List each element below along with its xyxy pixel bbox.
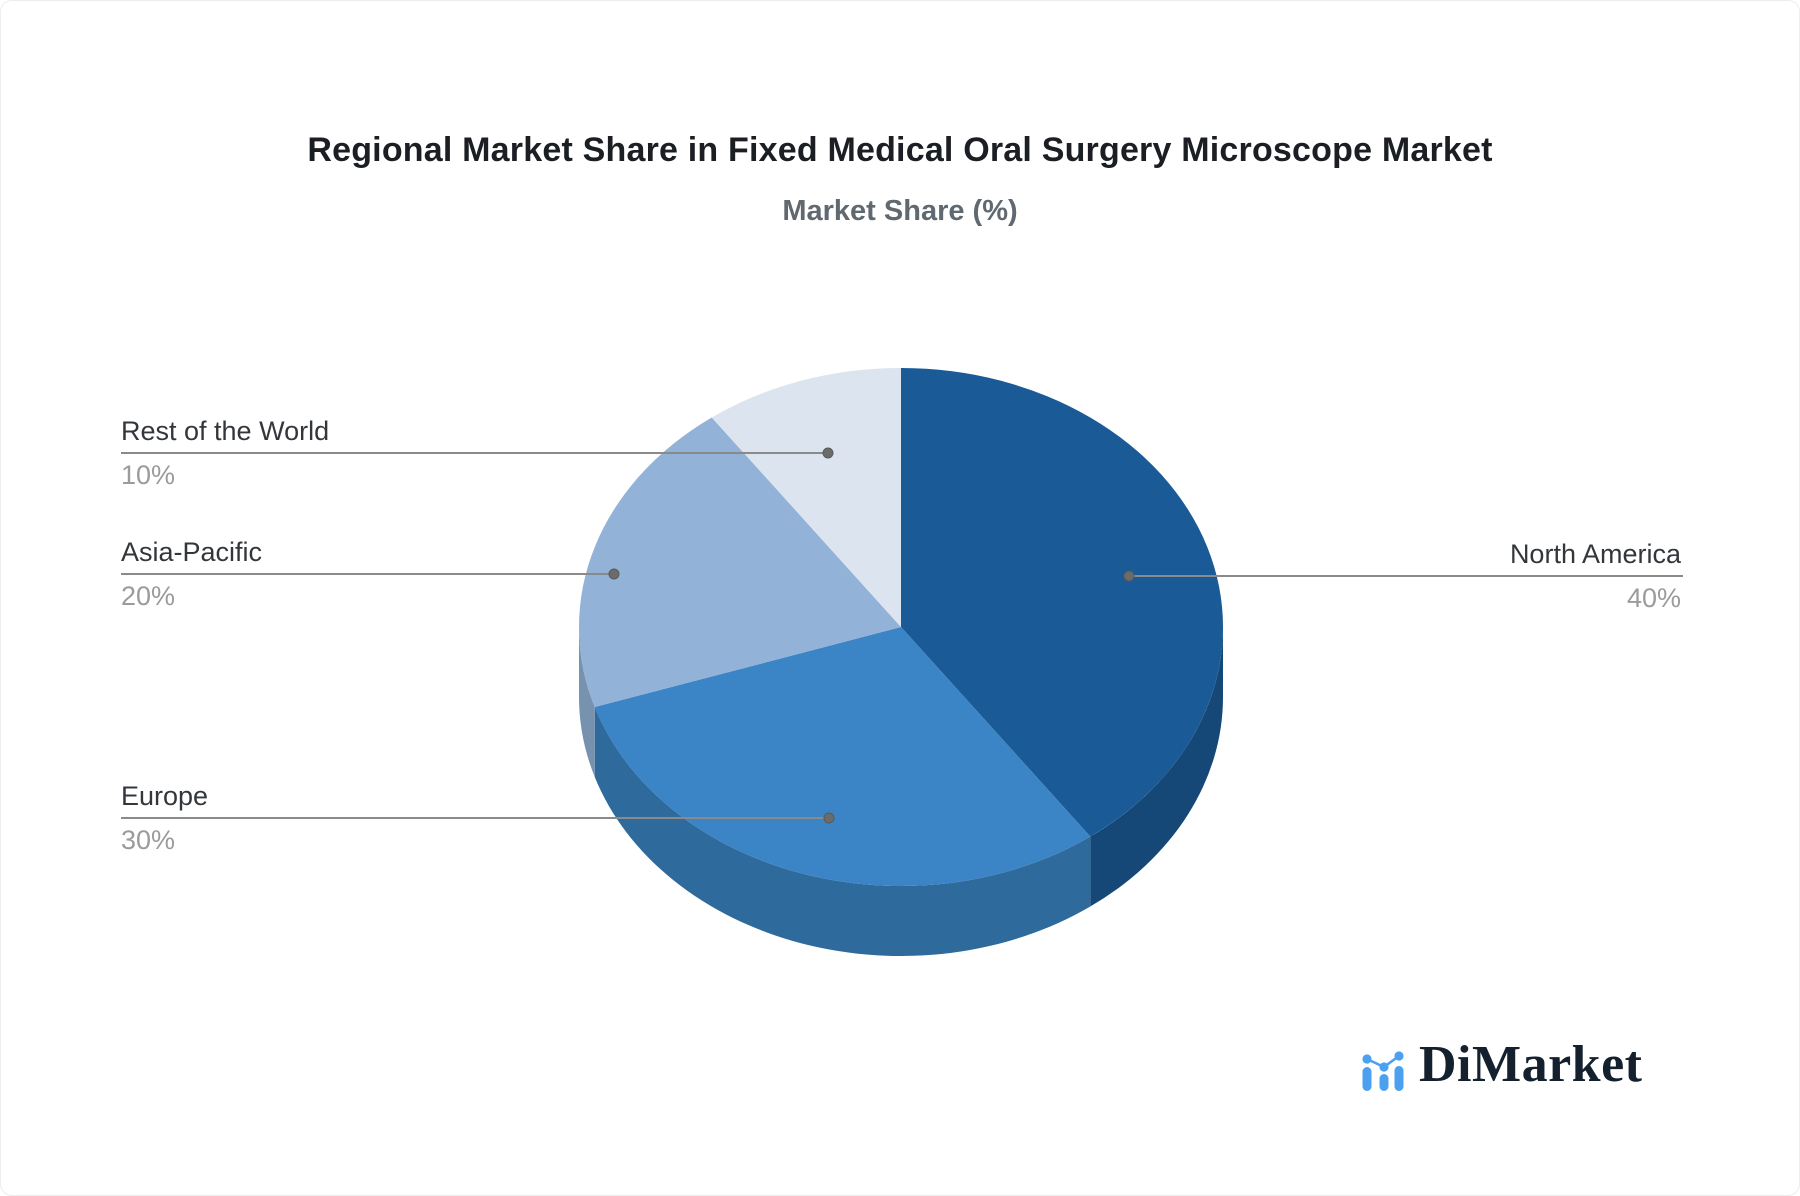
slice-label-asia-pacific: Asia-Pacific 20% bbox=[121, 535, 262, 613]
pie-slice-side-europe[interactable] bbox=[594, 707, 1091, 957]
slice-percent: 40% bbox=[1626, 583, 1681, 613]
leader-dot-rest-of-the-world bbox=[822, 447, 834, 459]
leader-dot-europe bbox=[823, 812, 835, 824]
pie-slice-side-asia-pacific[interactable] bbox=[579, 627, 595, 778]
dimarket-logo: DiMarket bbox=[1361, 1039, 1642, 1091]
bar-line-chart-icon bbox=[1362, 1051, 1404, 1091]
chart-subtitle: Market Share (%) bbox=[782, 195, 1018, 227]
chart-title: Regional Market Share in Fixed Medical O… bbox=[307, 131, 1493, 169]
slice-name: Rest of the World bbox=[121, 416, 330, 446]
slice-label-north-america: North America 40% bbox=[1510, 537, 1681, 615]
slice-name: Asia-Pacific bbox=[121, 537, 263, 567]
logo-wordmark: DiMarket bbox=[1419, 1036, 1643, 1093]
pie-slice-asia-pacific[interactable] bbox=[578, 417, 901, 708]
pie-slice-europe[interactable] bbox=[594, 627, 1091, 887]
slice-name: North America bbox=[1509, 539, 1681, 569]
slice-label-rest-of-the-world: Rest of the World 10% bbox=[121, 414, 329, 492]
leader-dot-north-america bbox=[1123, 570, 1135, 582]
pie-slice-rest-of-the-world[interactable] bbox=[711, 368, 901, 627]
pie-slice-side-north-america[interactable] bbox=[1090, 627, 1223, 907]
slice-percent: 20% bbox=[121, 581, 176, 611]
slice-name: Europe bbox=[121, 781, 209, 811]
slice-label-europe: Europe 30% bbox=[121, 779, 208, 857]
pie-slice-north-america[interactable] bbox=[901, 368, 1224, 837]
slice-percent: 10% bbox=[121, 460, 176, 490]
leader-dot-asia-pacific bbox=[608, 568, 620, 580]
slice-percent: 30% bbox=[121, 825, 176, 855]
